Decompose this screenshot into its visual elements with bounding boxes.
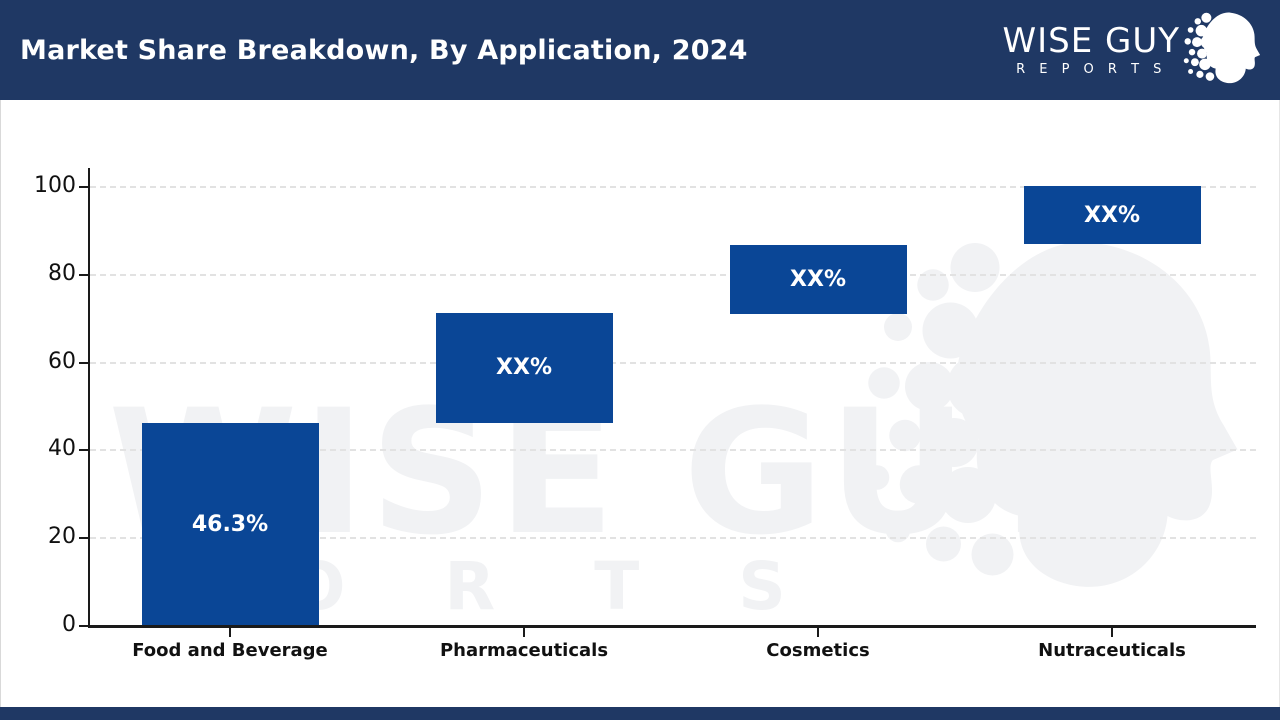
- bar-food-and-beverage: 46.3%: [141, 422, 319, 626]
- gridline-100: [90, 186, 1256, 188]
- bar-cosmetics: XX%: [729, 244, 907, 315]
- footer-bar: [0, 707, 1280, 720]
- gridline-20: [90, 537, 1256, 540]
- bar-nutraceuticals: XX%: [1023, 185, 1201, 245]
- gridline-60: [90, 361, 1256, 364]
- x-axis-line: [88, 625, 1256, 628]
- chart-title: Market Share Breakdown, By Application, …: [20, 34, 748, 66]
- category-label-food-and-beverage: Food and Beverage: [132, 640, 328, 661]
- gridline-80: [90, 273, 1256, 276]
- gridline-40: [90, 449, 1256, 452]
- y-tick-80: [79, 273, 88, 276]
- y-tick-label-80: 80: [48, 260, 76, 286]
- y-axis-line: [88, 168, 90, 628]
- x-tick-3: [1111, 628, 1113, 637]
- category-label-pharmaceuticals: Pharmaceuticals: [439, 640, 609, 661]
- y-tick-20: [79, 537, 88, 540]
- logo-dotted-head-icon: [1182, 8, 1268, 92]
- watermark-dotted-head-icon: [856, 220, 1276, 630]
- bar-value-label: 46.3%: [191, 511, 269, 537]
- y-tick-label-40: 40: [48, 436, 76, 462]
- y-tick-100: [79, 186, 88, 188]
- category-label-nutraceuticals: Nutraceuticals: [1038, 640, 1186, 661]
- header-bar: Market Share Breakdown, By Application, …: [0, 0, 1280, 100]
- y-tick-0: [79, 625, 88, 627]
- bar-value-label: XX%: [496, 355, 552, 381]
- bar-value-label: XX%: [790, 266, 846, 292]
- wiseguy-logo: WISE GUY R E P O R T S: [1002, 8, 1268, 92]
- logo-subtext: R E P O R T S: [1016, 61, 1167, 77]
- y-tick-label-0: 0: [62, 612, 76, 637]
- category-label-cosmetics: Cosmetics: [766, 640, 870, 661]
- y-tick-label-20: 20: [48, 524, 76, 550]
- x-tick-1: [523, 628, 525, 637]
- logo-wordmark: WISE GUY: [1002, 20, 1180, 61]
- y-tick-60: [79, 361, 88, 364]
- y-tick-40: [79, 449, 88, 452]
- y-tick-label-60: 60: [48, 348, 76, 374]
- y-tick-label-100: 100: [34, 173, 76, 198]
- bar-value-label: XX%: [1084, 202, 1140, 228]
- bar-pharmaceuticals: XX%: [435, 312, 613, 423]
- x-tick-2: [817, 628, 819, 637]
- waterfall-chart: WISE GUY P O R T S 0 20 40 60 80 100 Food and …: [0, 100, 1280, 707]
- x-tick-0: [229, 628, 231, 637]
